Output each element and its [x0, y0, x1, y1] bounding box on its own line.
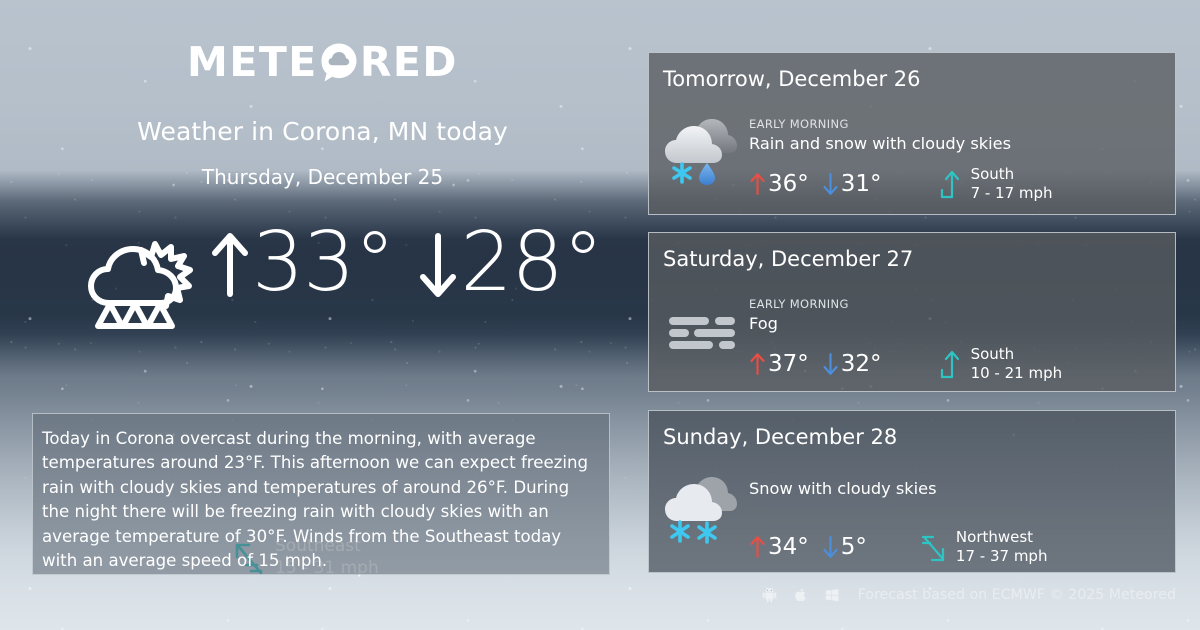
fog-icon	[663, 295, 741, 367]
arrow-down-icon	[822, 534, 839, 560]
forecast-card-tomorrow[interactable]: Tomorrow, December 26	[648, 52, 1176, 215]
forecast-min-temp: 5°	[822, 534, 867, 560]
forecast-max-temp-value: 36°	[768, 171, 809, 198]
forecast-condition: Snow with cloudy skies	[749, 479, 937, 498]
today-panel: METE RED Weather in Corona, MN today Thu…	[0, 42, 645, 578]
today-max-temp: 33°	[208, 215, 395, 310]
forecast-wind-info: Northwest 17 - 37 mph	[921, 528, 1048, 566]
current-date: Thursday, December 25	[201, 165, 444, 189]
platform-icons	[761, 586, 840, 603]
forecast-min-temp-value: 5°	[840, 534, 867, 561]
footer: Forecast based on ECMWF © 2025 Meteored	[648, 586, 1176, 603]
arrow-up-icon	[749, 351, 766, 377]
forecast-card-title: Sunday, December 28	[663, 425, 898, 449]
forecast-wind-info: South 7 - 17 mph	[936, 165, 1053, 203]
forecast-min-temp: 31°	[822, 171, 882, 197]
arrow-down-icon	[822, 351, 839, 377]
forecast-condition: Rain and snow with cloudy skies	[749, 134, 1012, 153]
forecast-card-sunday[interactable]: Sunday, December 28 Snow with cloudy ski…	[648, 410, 1176, 573]
wind-direction-south-icon	[936, 348, 962, 380]
forecast-max-temp: 37°	[749, 351, 809, 377]
brand-logo[interactable]: METE RED	[0, 42, 645, 83]
today-min-temp: 28°	[416, 215, 604, 310]
rain-and-snow-cloud-icon	[663, 115, 741, 187]
forecast-card-saturday[interactable]: Saturday, December 27 EARLY MORNING Fog	[648, 232, 1176, 392]
wind-direction-northwest-icon	[921, 531, 947, 563]
forecast-wind-direction: South	[970, 165, 1015, 183]
forecast-wind-speed: 10 - 21 mph	[970, 364, 1063, 383]
wind-direction-south-icon	[936, 168, 962, 200]
forecast-max-temp-value: 37°	[768, 351, 809, 378]
meteored-cloud-bubble-logo-icon	[319, 42, 359, 83]
forecast-condition: Fog	[749, 314, 778, 333]
forecast-wind-speed: 7 - 17 mph	[970, 184, 1053, 203]
apple-icon[interactable]	[793, 587, 809, 603]
page-title: Weather in Corona, MN today	[137, 117, 508, 146]
android-icon[interactable]	[761, 586, 778, 603]
today-temperature-range: 33° 28°	[208, 215, 604, 310]
forecast-wind-speed: 17 - 37 mph	[955, 547, 1048, 566]
forecast-min-temp: 32°	[822, 351, 882, 377]
arrow-up-icon	[749, 171, 766, 197]
forecast-min-temp-value: 31°	[840, 171, 882, 198]
forecast-wind-info: South 10 - 21 mph	[936, 345, 1063, 383]
forecast-max-temp: 34°	[749, 534, 809, 560]
daily-description-text: Today in Corona overcast during the morn…	[42, 429, 589, 571]
daily-description-panel: Today in Corona overcast during the morn…	[32, 413, 610, 575]
today-min-temp-value: 28°	[460, 215, 603, 310]
windows-icon[interactable]	[824, 587, 840, 603]
forecast-wind-direction: Northwest	[955, 528, 1034, 546]
forecast-max-temp: 36°	[749, 171, 809, 197]
snow-cloud-icon	[663, 473, 741, 545]
brand-name-part2: RED	[359, 38, 458, 86]
today-summary-row: 33° 28°	[0, 215, 645, 578]
forecast-credit: Forecast based on ECMWF © 2025 Meteored	[857, 586, 1176, 603]
sun-behind-cloud-with-hail-icon	[78, 230, 198, 335]
arrow-up-icon	[208, 224, 252, 302]
arrow-up-icon	[749, 534, 766, 560]
forecast-period-label: EARLY MORNING	[749, 297, 849, 311]
arrow-down-icon	[416, 224, 460, 302]
forecast-min-temp-value: 32°	[840, 351, 882, 378]
forecast-card-title: Tomorrow, December 26	[663, 67, 921, 91]
today-max-temp-value: 33°	[252, 215, 395, 310]
brand-name-part1: METE	[187, 38, 318, 86]
forecast-period-label: EARLY MORNING	[749, 117, 849, 131]
forecast-wind-direction: South	[970, 345, 1015, 363]
forecast-card-title: Saturday, December 27	[663, 247, 914, 271]
arrow-down-icon	[822, 171, 839, 197]
forecast-max-temp-value: 34°	[768, 534, 809, 561]
